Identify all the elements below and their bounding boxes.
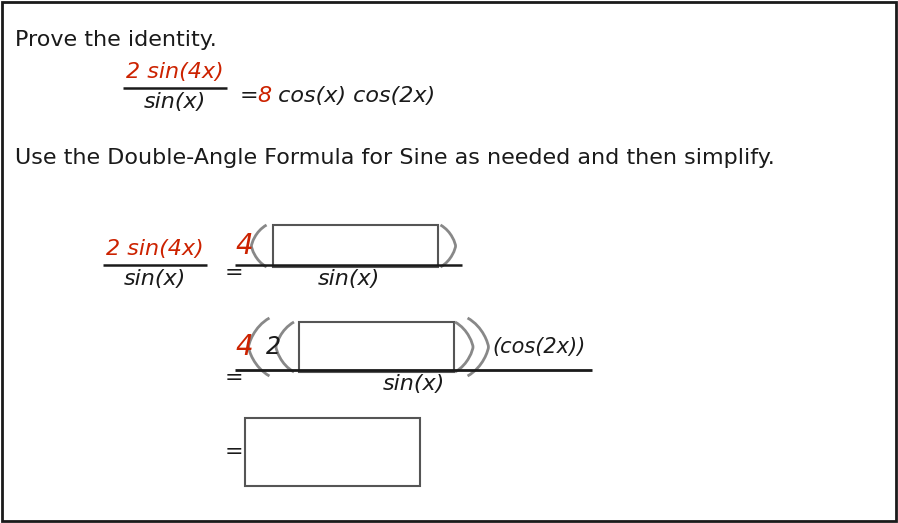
Text: =: = xyxy=(225,263,243,283)
Text: cos(x) cos(2x): cos(x) cos(2x) xyxy=(271,86,436,106)
Text: =: = xyxy=(225,442,243,462)
Text: sin(x): sin(x) xyxy=(124,269,186,289)
Text: sin(x): sin(x) xyxy=(383,374,445,394)
Text: sin(x): sin(x) xyxy=(317,269,380,289)
Text: (cos(2x)): (cos(2x)) xyxy=(492,337,585,357)
Text: 4: 4 xyxy=(235,333,253,361)
Bar xyxy=(299,322,454,372)
Text: Use the Double-Angle Formula for Sine as needed and then simplify.: Use the Double-Angle Formula for Sine as… xyxy=(15,148,775,168)
Text: 8: 8 xyxy=(257,86,271,106)
Text: =: = xyxy=(225,368,243,388)
Text: 2: 2 xyxy=(266,335,280,359)
Text: 2 sin(4x): 2 sin(4x) xyxy=(106,239,204,259)
Bar xyxy=(273,225,438,267)
Text: sin(x): sin(x) xyxy=(144,92,207,112)
Text: 2 sin(4x): 2 sin(4x) xyxy=(127,62,224,82)
Text: Prove the identity.: Prove the identity. xyxy=(15,30,216,50)
Text: =: = xyxy=(240,86,259,106)
Text: 4: 4 xyxy=(235,232,253,260)
Bar xyxy=(245,418,420,486)
